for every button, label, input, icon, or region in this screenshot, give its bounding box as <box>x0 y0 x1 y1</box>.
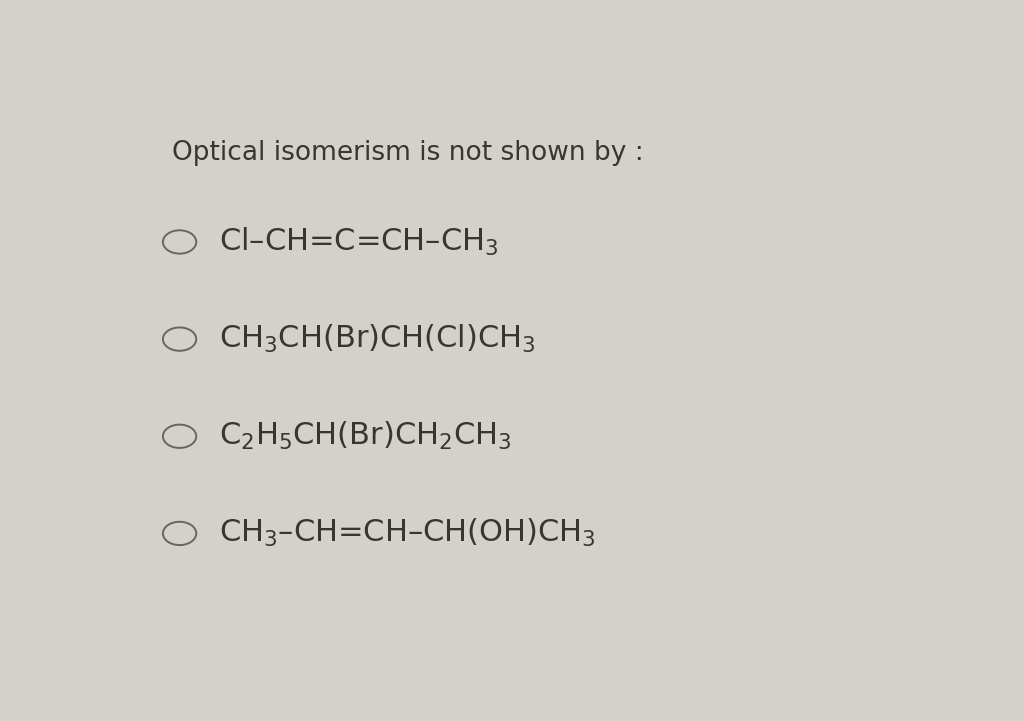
Text: Optical isomerism is not shown by :: Optical isomerism is not shown by : <box>172 140 643 166</box>
Text: Cl–CH=C=CH–CH$_3$: Cl–CH=C=CH–CH$_3$ <box>219 226 499 258</box>
Text: C$_2$H$_5$CH(Br)CH$_2$CH$_3$: C$_2$H$_5$CH(Br)CH$_2$CH$_3$ <box>219 420 512 452</box>
Text: CH$_3$–CH=CH–CH(OH)CH$_3$: CH$_3$–CH=CH–CH(OH)CH$_3$ <box>219 518 596 549</box>
Text: CH$_3$CH(Br)CH(Cl)CH$_3$: CH$_3$CH(Br)CH(Cl)CH$_3$ <box>219 323 536 355</box>
